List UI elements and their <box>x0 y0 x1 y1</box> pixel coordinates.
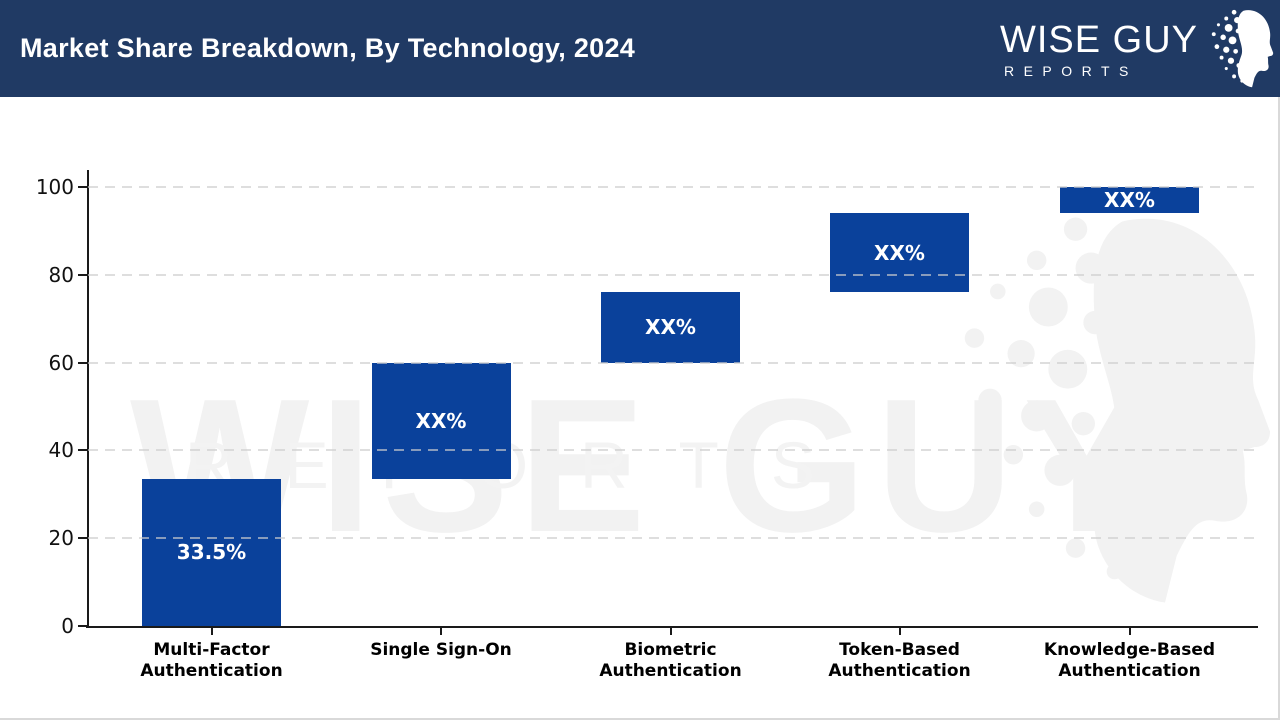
y-axis-line <box>87 170 89 628</box>
brand-name: WISE GUY <box>999 18 1198 61</box>
header-banner: Market Share Breakdown, By Technology, 2… <box>0 0 1280 97</box>
category-label-line: Token-Based <box>839 640 960 660</box>
y-axis-tick <box>78 361 87 364</box>
y-tick-label: 80 <box>48 262 74 287</box>
y-tick-label: 40 <box>48 438 74 463</box>
bar-value-label: XX% <box>1104 188 1155 213</box>
gridline <box>88 273 1258 276</box>
bar-value-label: XX% <box>645 315 696 340</box>
bar-segment <box>830 213 969 293</box>
brand-subtitle: REPORTS <box>1003 62 1138 79</box>
category-label-line: Single Sign-On <box>370 640 512 660</box>
gridline <box>88 449 1258 452</box>
y-tick-label: 0 <box>61 614 74 638</box>
bar-value-label: 33.5% <box>176 540 247 565</box>
bar-value-label: XX% <box>874 240 925 265</box>
watermark-dotted-head-profile-icon <box>920 177 1270 651</box>
brand-logo-text: WISE GUY REPORTS <box>1000 20 1198 79</box>
bar-segment <box>601 292 740 363</box>
x-axis-tick <box>669 626 672 635</box>
category-label: Knowledge-Based Authentication <box>1010 640 1250 682</box>
chart-canvas: WISE GUY REPORTS 0 20 40 60 80 100 Multi-Facto… <box>0 97 1280 720</box>
category-label: Multi-Factor Authentication <box>92 640 332 682</box>
brand-logo: WISE GUY REPORTS <box>1000 5 1274 93</box>
bar-segment <box>142 478 281 626</box>
category-label-line: Biometric <box>624 640 717 660</box>
category-label: Single Sign-On <box>321 640 561 661</box>
x-axis-tick <box>440 626 442 635</box>
dotted-head-profile-icon <box>1202 6 1274 92</box>
category-label-line: Authentication <box>599 661 742 681</box>
category-label-line: Authentication <box>1058 661 1201 681</box>
category-label-line: Multi-Factor <box>153 640 270 660</box>
y-axis-tick <box>78 186 87 188</box>
y-axis-tick <box>78 625 87 627</box>
bar-segment <box>371 362 511 479</box>
y-tick-label: 60 <box>48 350 74 375</box>
y-axis-tick <box>78 449 87 452</box>
category-label: Token-Based Authentication <box>780 640 1020 682</box>
category-label-line: Knowledge-Based <box>1043 640 1216 660</box>
page-title: Market Share Breakdown, By Technology, 2… <box>20 33 636 63</box>
x-axis-tick <box>898 626 901 635</box>
x-axis-line <box>86 626 1258 628</box>
y-tick-label: 100 <box>35 175 74 199</box>
x-axis-tick <box>1128 626 1131 635</box>
bar-value-label: XX% <box>415 408 467 433</box>
y-tick-label: 20 <box>48 526 74 551</box>
category-label: Biometric Authentication <box>551 640 791 682</box>
plot-area: 0 20 40 60 80 100 Multi-Factor Authentication Si… <box>36 170 1258 681</box>
y-axis-tick <box>78 273 87 276</box>
category-label-line: Authentication <box>140 661 283 681</box>
x-axis-tick <box>210 626 213 635</box>
bar-segment <box>1060 187 1199 214</box>
y-axis-tick <box>78 537 87 540</box>
category-label-line: Authentication <box>828 661 971 681</box>
